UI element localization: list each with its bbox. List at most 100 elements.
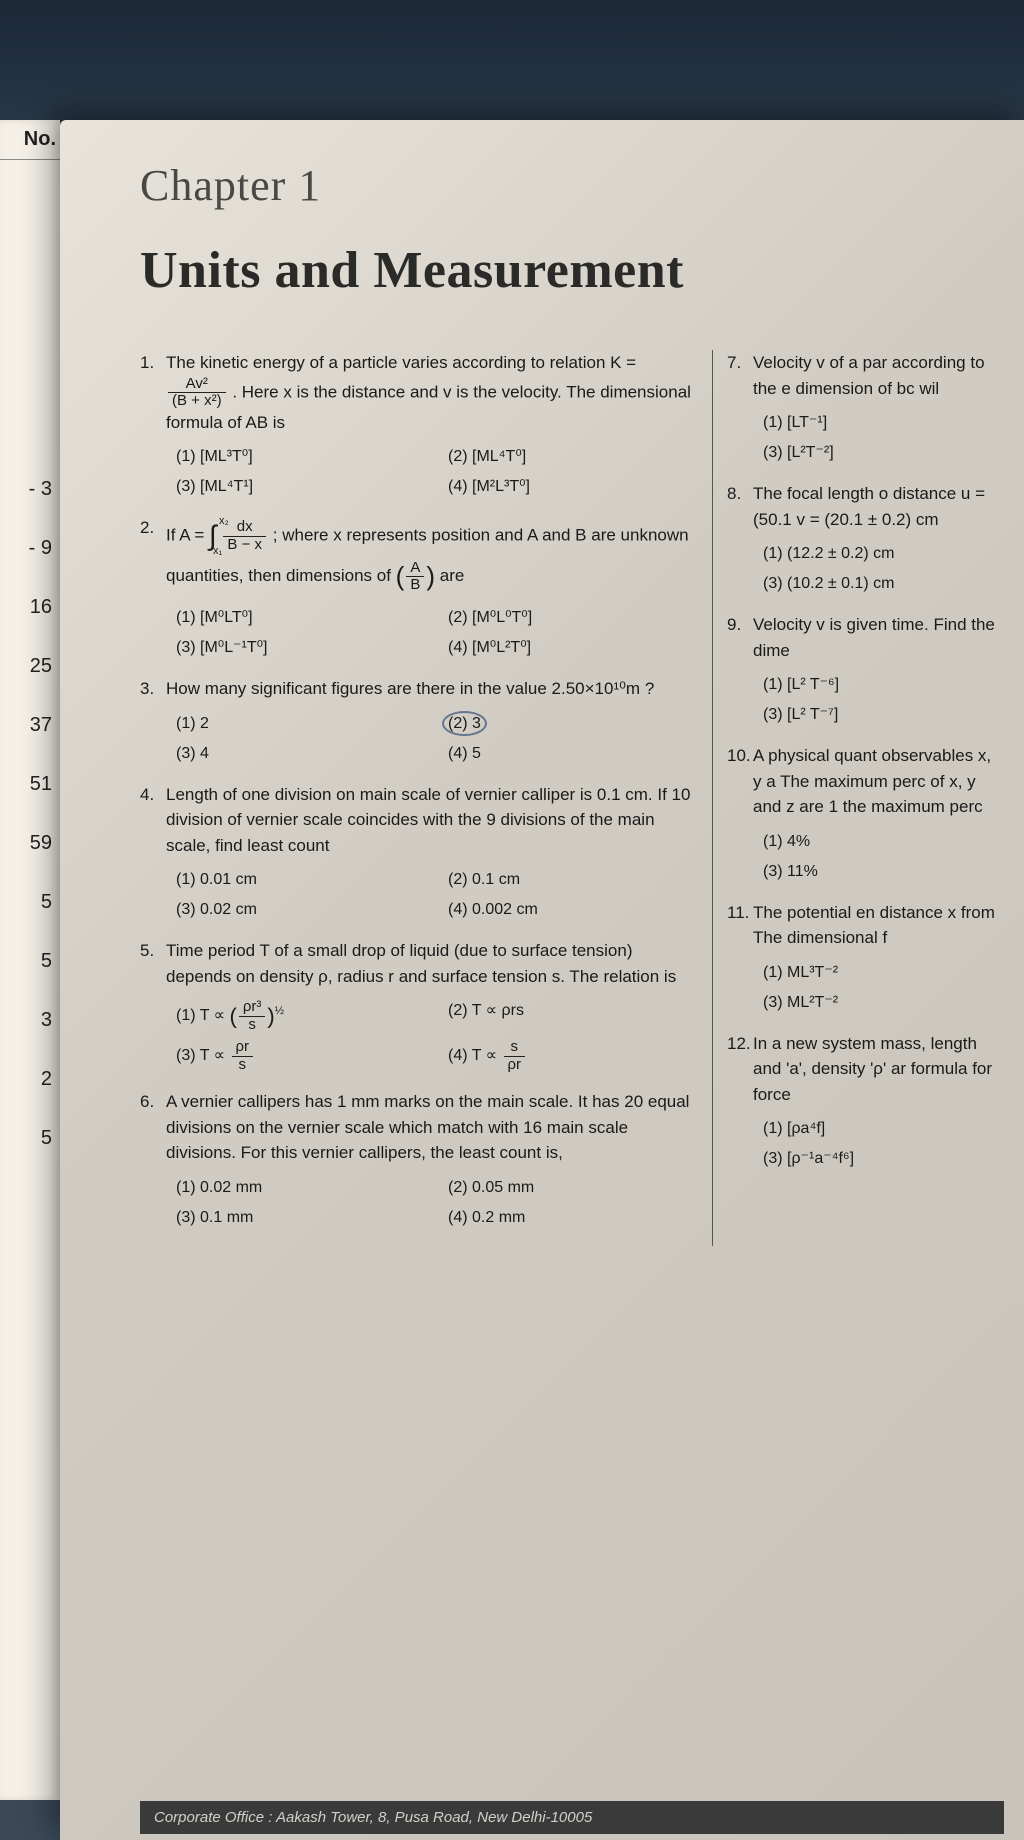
question-number: 4.: [140, 782, 166, 923]
question-number: 8.: [727, 481, 753, 596]
left-column: 1. The kinetic energy of a particle vari…: [140, 350, 700, 1246]
options: (1) T ∝ (ρr³s)½ (2) T ∝ ρrs (3) T ∝ ρrs …: [176, 999, 700, 1073]
spine-item: 51: [0, 755, 60, 814]
question-number: 1.: [140, 350, 166, 499]
options: (1) [ML³T⁰] (2) [ML⁴T⁰] (3) [ML⁴T¹] (4) …: [176, 445, 700, 499]
options: (1) ML³T⁻² (3) ML²T⁻²: [763, 961, 1004, 1015]
question-7: 7. Velocity v of a par according to the …: [727, 350, 1004, 465]
option-4: (4) 0.002 cm: [448, 898, 700, 922]
option-3: (3) [ML⁴T¹]: [176, 475, 428, 499]
question-number: 11.: [727, 900, 753, 1015]
question-body: A physical quant observables x, y a The …: [753, 743, 1004, 884]
option-3: (3) 11%: [763, 860, 1004, 884]
option-3: (3) [ρ⁻¹a⁻⁴f⁶]: [763, 1147, 1004, 1171]
option-4: (4) [M⁰L²T⁰]: [448, 636, 700, 660]
option-4: (4) [M²L³T⁰]: [448, 475, 700, 499]
spine-item: 2: [0, 1050, 60, 1109]
option-3: (3) [L²T⁻²]: [763, 441, 1004, 465]
option-3: (3) 0.1 mm: [176, 1206, 428, 1230]
integral-symbol: ∫x₂x₁: [209, 515, 217, 557]
question-number: 5.: [140, 938, 166, 1073]
question-10: 10. A physical quant observables x, y a …: [727, 743, 1004, 884]
question-body: The kinetic energy of a particle varies …: [166, 350, 700, 499]
q12-text: In a new system mass, length and 'a', de…: [753, 1034, 992, 1104]
question-body: Velocity v of a par according to the e d…: [753, 350, 1004, 465]
question-number: 3.: [140, 676, 166, 766]
question-body: The potential en distance x from The dim…: [753, 900, 1004, 1015]
q1-text-b: . Here x is the distance and v is the ve…: [166, 382, 691, 432]
page: Chapter 1 Units and Measurement 1. The k…: [60, 120, 1024, 1840]
option-3: (3) T ∝ ρrs: [176, 1039, 428, 1073]
option-2: (2) T ∝ ρrs: [448, 999, 700, 1033]
q9-text: Velocity v is given time. Find the dime: [753, 615, 995, 660]
spine-item: 16: [0, 578, 60, 637]
option-3: (3) ML²T⁻²: [763, 991, 1004, 1015]
footer-address: Aakash Tower, 8, Pusa Road, New Delhi-10…: [272, 1809, 592, 1826]
option-1: (1) [L² T⁻⁶]: [763, 673, 1004, 697]
option-2: (2) 3: [448, 712, 700, 736]
q2-text-c: are: [440, 566, 465, 585]
spine-item: 3: [0, 991, 60, 1050]
question-number: 2.: [140, 515, 166, 660]
question-4: 4. Length of one division on main scale …: [140, 782, 700, 923]
q2-text-a: If A =: [166, 525, 209, 544]
option-2: (2) [ML⁴T⁰]: [448, 445, 700, 469]
option-3: (3) 0.02 cm: [176, 898, 428, 922]
q1-text-a: The kinetic energy of a particle varies …: [166, 353, 610, 372]
options: (1) [M⁰LT⁰] (2) [M⁰L⁰T⁰] (3) [M⁰L⁻¹T⁰] (…: [176, 606, 700, 660]
question-body: In a new system mass, length and 'a', de…: [753, 1031, 1004, 1172]
options: (1) 2 (2) 3 (3) 4 (4) 5: [176, 712, 700, 766]
question-8: 8. The focal length o distance u = (50.1…: [727, 481, 1004, 596]
question-body: Velocity v is given time. Find the dime …: [753, 612, 1004, 727]
spine-items: - 3 - 9 16 25 37 51 59 5 5 3 2 5: [0, 160, 60, 1168]
option-1: (1) 4%: [763, 830, 1004, 854]
option-1: (1) 2: [176, 712, 428, 736]
q7-text: Velocity v of a par according to the e d…: [753, 353, 985, 398]
spine-item: - 3: [0, 460, 60, 519]
option-1: (1) [ML³T⁰]: [176, 445, 428, 469]
question-2: 2. If A = ∫x₂x₁ dx B − x ; where x repre…: [140, 515, 700, 660]
options: (1) [LT⁻¹] (3) [L²T⁻²]: [763, 411, 1004, 465]
option-1: (1) [LT⁻¹]: [763, 411, 1004, 435]
question-3: 3. How many significant figures are ther…: [140, 676, 700, 766]
option-4: (4) T ∝ sρr: [448, 1039, 700, 1073]
question-5: 5. Time period T of a small drop of liqu…: [140, 938, 700, 1073]
page-footer: Corporate Office : Aakash Tower, 8, Pusa…: [140, 1801, 1004, 1834]
option-1: (1) 0.02 mm: [176, 1176, 428, 1200]
option-4: (4) 5: [448, 742, 700, 766]
left-spine: No. - 3 - 9 16 25 37 51 59 5 5 3 2 5: [0, 120, 62, 1800]
spine-header: No.: [0, 120, 60, 160]
question-number: 7.: [727, 350, 753, 465]
spine-item: 5: [0, 873, 60, 932]
options: (1) [L² T⁻⁶] (3) [L² T⁻⁷]: [763, 673, 1004, 727]
option-2: (2) 0.1 cm: [448, 868, 700, 892]
question-number: 10.: [727, 743, 753, 884]
options: (1) 0.01 cm (2) 0.1 cm (3) 0.02 cm (4) 0…: [176, 868, 700, 922]
option-3: (3) 4: [176, 742, 428, 766]
question-body: Length of one division on main scale of …: [166, 782, 700, 923]
option-2: (2) 0.05 mm: [448, 1176, 700, 1200]
option-1: (1) (12.2 ± 0.2) cm: [763, 542, 1004, 566]
question-1: 1. The kinetic energy of a particle vari…: [140, 350, 700, 499]
options: (1) 0.02 mm (2) 0.05 mm (3) 0.1 mm (4) 0…: [176, 1176, 700, 1230]
question-body: A vernier callipers has 1 mm marks on th…: [166, 1089, 700, 1230]
options: (1) [ρa⁴f] (3) [ρ⁻¹a⁻⁴f⁶]: [763, 1117, 1004, 1171]
page-photo: No. - 3 - 9 16 25 37 51 59 5 5 3 2 5 Cha…: [0, 0, 1024, 1840]
spine-item: 5: [0, 932, 60, 991]
options: (1) 4% (3) 11%: [763, 830, 1004, 884]
options: (1) (12.2 ± 0.2) cm (3) (10.2 ± 0.1) cm: [763, 542, 1004, 596]
option-2: (2) [M⁰L⁰T⁰]: [448, 606, 700, 630]
option-3: (3) [L² T⁻⁷]: [763, 703, 1004, 727]
question-6: 6. A vernier callipers has 1 mm marks on…: [140, 1089, 700, 1230]
chapter-title: Units and Measurement: [140, 241, 1004, 300]
spine-item: 5: [0, 1109, 60, 1168]
option-4: (4) 0.2 mm: [448, 1206, 700, 1230]
question-9: 9. Velocity v is given time. Find the di…: [727, 612, 1004, 727]
option-3: (3) [M⁰L⁻¹T⁰]: [176, 636, 428, 660]
chapter-label: Chapter 1: [140, 160, 1004, 211]
option-1: (1) [ρa⁴f]: [763, 1117, 1004, 1141]
question-body: Time period T of a small drop of liquid …: [166, 938, 700, 1073]
option-3: (3) (10.2 ± 0.1) cm: [763, 572, 1004, 596]
question-number: 9.: [727, 612, 753, 727]
q8-text: The focal length o distance u = (50.1 v …: [753, 484, 985, 529]
